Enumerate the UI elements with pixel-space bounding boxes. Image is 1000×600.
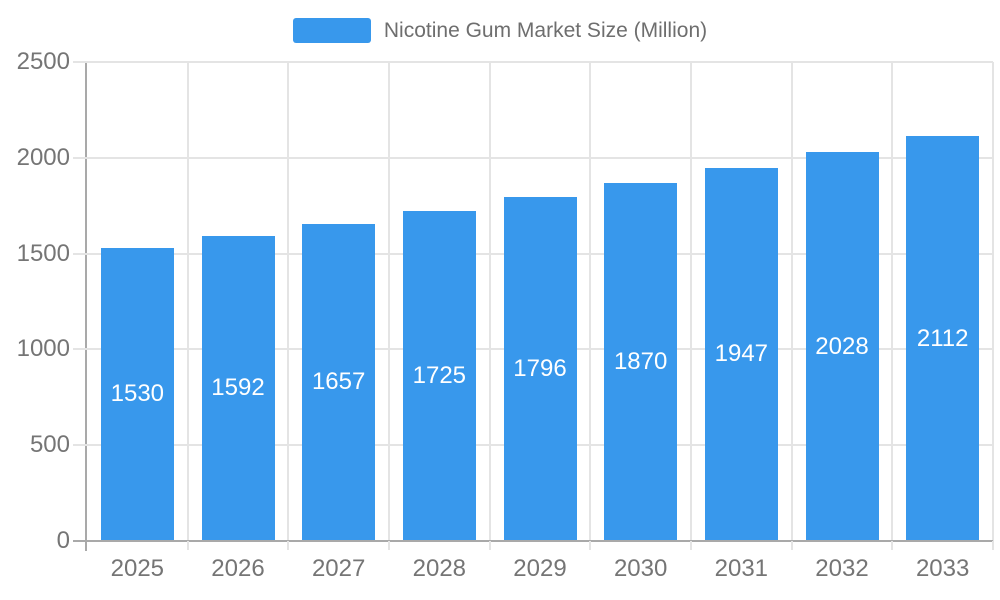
plot-area: 1530 1592 1657 1725 1796 1870 1947 2028 2112: [87, 61, 994, 541]
gridline-vertical: [488, 62, 491, 541]
legend-label[interactable]: Nicotine Gum Market Size (Million): [383, 18, 708, 42]
x-axis-label: 2025: [110, 555, 165, 582]
x-axis-line: [73, 540, 993, 542]
y-axis-label: 500: [29, 431, 70, 459]
bar[interactable]: 1530: [100, 247, 174, 541]
y-axis-tick: [73, 61, 87, 63]
y-axis-label: 2000: [16, 143, 70, 171]
legend-swatch[interactable]: [292, 18, 371, 43]
x-axis-label: 2030: [613, 555, 668, 582]
bar[interactable]: 2028: [805, 152, 879, 541]
gridline-vertical: [891, 62, 894, 541]
gridline-vertical: [690, 62, 692, 541]
bar[interactable]: 1725: [402, 210, 476, 541]
bar-value-label: 1725: [412, 361, 467, 389]
x-axis-label: 2028: [412, 555, 467, 582]
y-axis-tick: [73, 444, 87, 447]
bar-value-label: 1657: [311, 368, 366, 396]
y-axis-tick: [73, 252, 87, 255]
bar-value-label: 1530: [110, 380, 165, 408]
y-axis-tick: [73, 156, 87, 159]
x-axis-tick: [992, 541, 994, 550]
gridline-horizontal: [87, 156, 993, 159]
bar-value-label: 1592: [211, 374, 265, 402]
gridline-vertical: [992, 62, 994, 541]
bar[interactable]: 1870: [604, 182, 678, 541]
x-axis-label: 2026: [211, 555, 265, 582]
gridline-vertical: [388, 62, 390, 541]
bar-value-label: 1870: [613, 347, 668, 375]
x-axis-label: 2031: [714, 555, 769, 582]
gridline-vertical: [287, 62, 290, 541]
gridline-vertical: [186, 62, 189, 541]
bar-value-label: 2028: [815, 332, 869, 360]
gridline-vertical: [589, 62, 592, 541]
x-axis-tick: [388, 541, 390, 550]
y-axis-label: 1500: [16, 239, 70, 267]
y-axis-label: 1000: [16, 335, 70, 363]
x-axis-label: 2033: [915, 555, 970, 582]
bar[interactable]: 1592: [201, 235, 275, 541]
x-axis-tick: [186, 541, 189, 550]
x-axis-label: 2029: [513, 555, 567, 582]
x-axis-tick: [488, 541, 491, 550]
x-axis-label: 2027: [311, 555, 366, 582]
bar-value-label: 2112: [916, 324, 969, 352]
bar[interactable]: 1657: [302, 223, 376, 541]
y-axis-line: [85, 62, 87, 551]
x-axis-tick: [589, 541, 592, 550]
bar-value-label: 1796: [513, 354, 567, 382]
y-axis-label: 0: [56, 527, 70, 554]
x-axis-tick: [790, 541, 793, 550]
gridline-horizontal: [87, 61, 993, 63]
x-axis-label: 2032: [815, 555, 869, 582]
bar[interactable]: 2112: [906, 136, 980, 541]
legend-item[interactable]: Nicotine Gum Market Size (Million): [0, 18, 1000, 43]
bar-value-label: 1947: [714, 340, 769, 368]
x-axis-tick: [287, 541, 290, 550]
x-axis-tick: [690, 541, 692, 550]
y-axis-label: 2500: [16, 48, 70, 75]
bar[interactable]: 1796: [503, 196, 577, 541]
bar[interactable]: 1947: [704, 167, 778, 541]
y-axis-tick: [73, 348, 87, 351]
gridline-vertical: [790, 62, 793, 541]
x-axis-tick: [891, 541, 894, 550]
